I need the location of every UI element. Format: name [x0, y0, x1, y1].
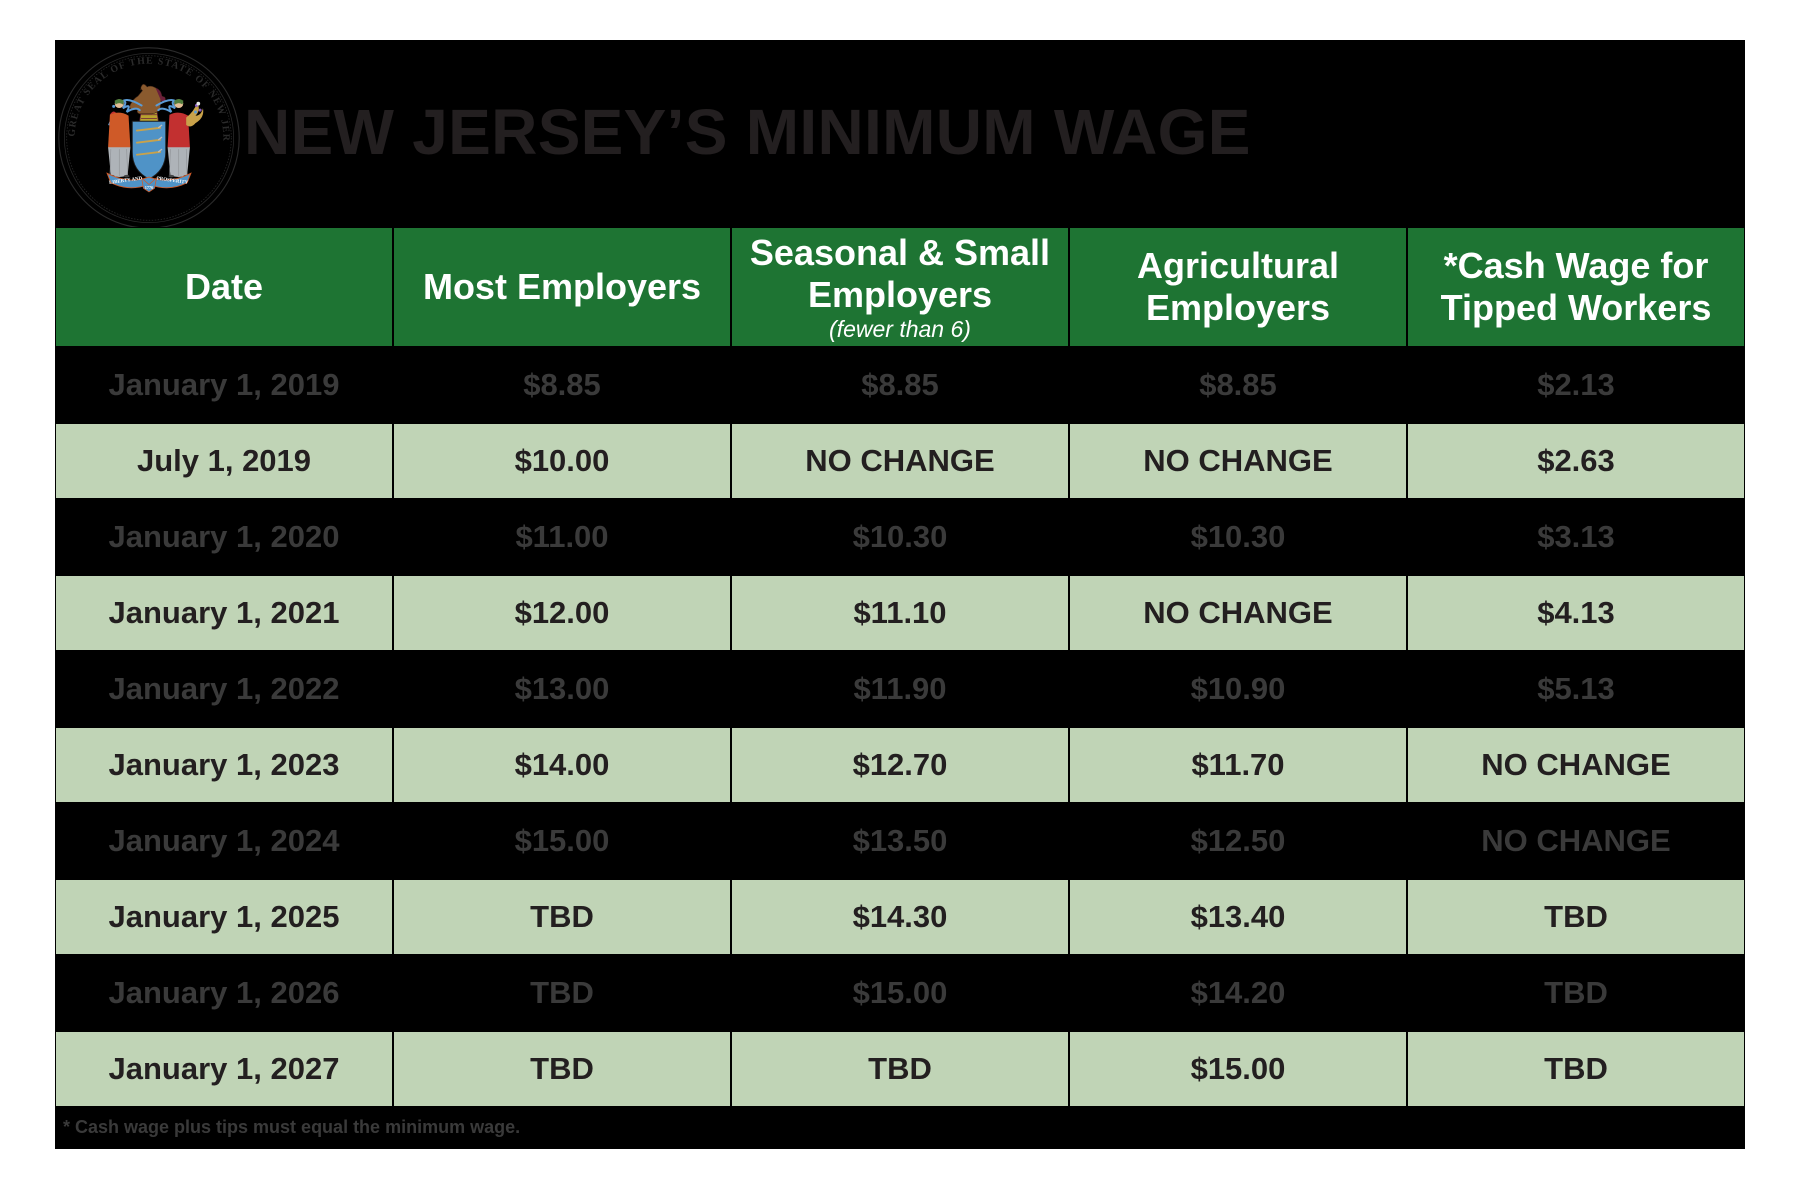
svg-text:1776: 1776 [145, 185, 154, 190]
